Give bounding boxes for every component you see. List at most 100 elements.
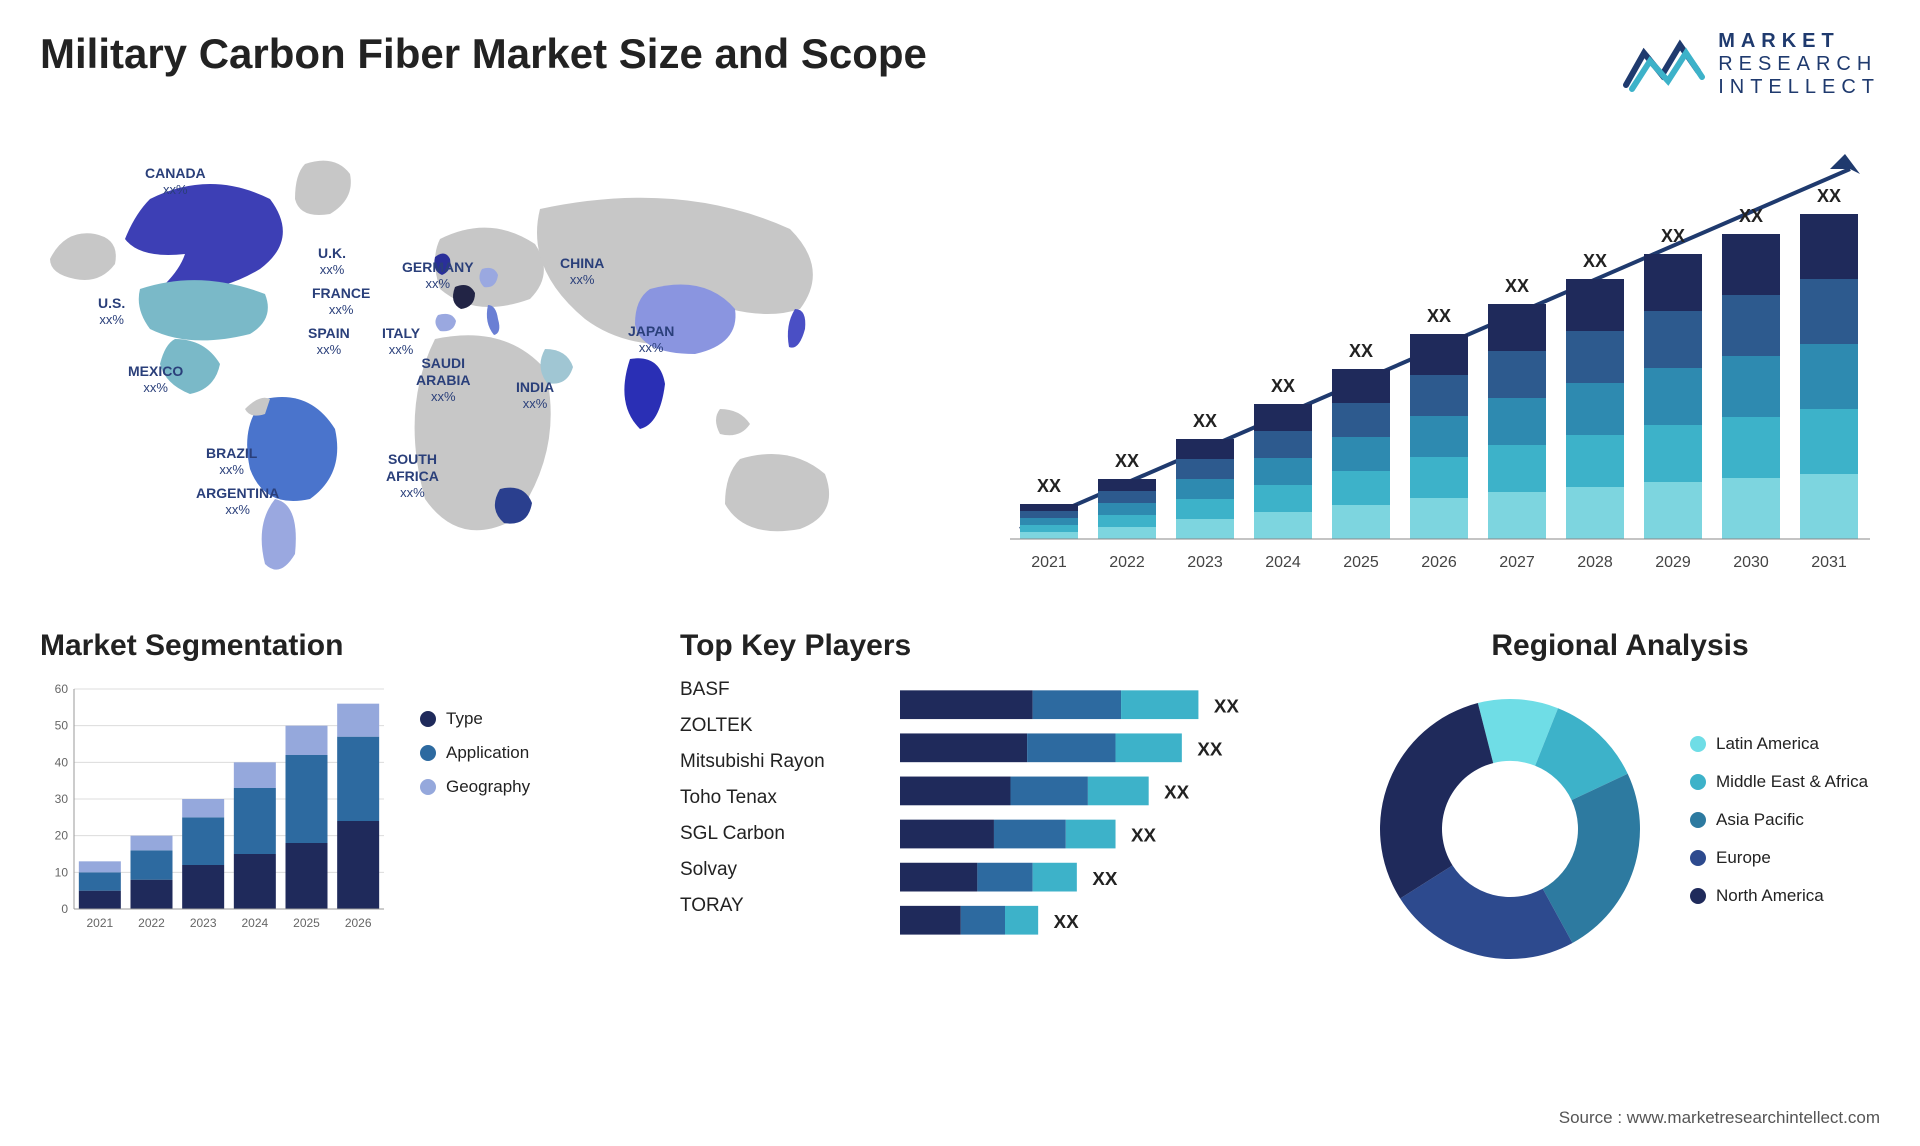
upper-row: CANADAxx% U.S.xx% MEXICOxx% BRAZILxx% ARGENT…: [40, 129, 1880, 589]
map-label: GERMANYxx%: [402, 259, 474, 291]
legend-swatch: [1690, 774, 1706, 790]
svg-text:2024: 2024: [241, 916, 268, 930]
svg-text:2024: 2024: [1265, 554, 1301, 571]
legend-label: Asia Pacific: [1716, 810, 1804, 830]
players-svg: XX XX XX XX XX XX: [900, 679, 1320, 971]
logo: MARKET RESEARCH INTELLECT: [1622, 30, 1880, 99]
svg-text:2031: 2031: [1811, 554, 1847, 571]
map-label: CANADAxx%: [145, 165, 206, 197]
legend-item: Asia Pacific: [1690, 810, 1868, 830]
map-label: CHINAxx%: [560, 255, 604, 287]
map-label: U.S.xx%: [98, 295, 125, 327]
svg-text:XX: XX: [1505, 276, 1529, 296]
logo-icon: [1622, 35, 1706, 95]
players-list: BASFZOLTEKMitsubishi RayonToho TenaxSGL …: [680, 679, 880, 971]
player-name: Solvay: [680, 859, 880, 881]
legend-swatch: [1690, 736, 1706, 752]
map-svg: [40, 129, 960, 589]
svg-text:2025: 2025: [1343, 554, 1379, 571]
regional-legend: Latin America Middle East & Africa Asia Pa…: [1690, 734, 1868, 924]
segmentation-legend: Type Application Geography: [420, 679, 640, 939]
segmentation-chart: 0102030405060202120222023202420252026: [40, 679, 400, 939]
svg-text:2027: 2027: [1499, 554, 1535, 571]
map-label: ITALYxx%: [382, 325, 420, 357]
logo-line-1: MARKET: [1718, 30, 1880, 53]
segmentation-panel: Market Segmentation 01020304050602021202…: [40, 629, 640, 979]
map-label: ARGENTINAxx%: [196, 485, 279, 517]
lower-row: Market Segmentation 01020304050602021202…: [40, 629, 1880, 979]
svg-text:2025: 2025: [293, 916, 320, 930]
svg-text:XX: XX: [1739, 206, 1763, 226]
legend-item: Europe: [1690, 848, 1868, 868]
page-title: Military Carbon Fiber Market Size and Sc…: [40, 30, 927, 78]
player-name: Toho Tenax: [680, 787, 880, 809]
svg-text:XX: XX: [1271, 376, 1295, 396]
legend-swatch: [1690, 850, 1706, 866]
source-text: Source : www.marketresearchintellect.com: [1559, 1108, 1880, 1128]
svg-text:XX: XX: [1661, 226, 1685, 246]
svg-text:60: 60: [55, 682, 69, 696]
player-name: TORAY: [680, 895, 880, 917]
main-bars-svg: XX2021XX2022XX2023XX2024XX2025XX2026XX20…: [1000, 129, 1880, 589]
map-label: FRANCExx%: [312, 285, 370, 317]
legend-swatch: [1690, 812, 1706, 828]
player-name: BASF: [680, 679, 880, 701]
legend-label: Europe: [1716, 848, 1771, 868]
svg-text:XX: XX: [1214, 695, 1240, 716]
svg-text:XX: XX: [1092, 868, 1118, 889]
svg-text:XX: XX: [1164, 782, 1190, 803]
svg-text:40: 40: [55, 755, 69, 769]
svg-text:2023: 2023: [1187, 554, 1223, 571]
header: Military Carbon Fiber Market Size and Sc…: [40, 30, 1880, 99]
legend-label: North America: [1716, 886, 1824, 906]
legend-label: Middle East & Africa: [1716, 772, 1868, 792]
player-name: SGL Carbon: [680, 823, 880, 845]
svg-text:XX: XX: [1131, 825, 1157, 846]
svg-text:2022: 2022: [138, 916, 165, 930]
regional-title: Regional Analysis: [1360, 629, 1880, 663]
logo-line-3: INTELLECT: [1718, 76, 1880, 99]
map-label: BRAZILxx%: [206, 445, 257, 477]
logo-text: MARKET RESEARCH INTELLECT: [1718, 30, 1880, 99]
regional-panel: Regional Analysis Latin America Middle Ea…: [1360, 629, 1880, 979]
svg-text:10: 10: [55, 865, 69, 879]
legend-item: Type: [420, 709, 640, 729]
svg-text:2023: 2023: [190, 916, 217, 930]
segmentation-title: Market Segmentation: [40, 629, 640, 663]
regional-donut: [1360, 679, 1660, 979]
svg-text:XX: XX: [1349, 341, 1373, 361]
svg-text:XX: XX: [1193, 411, 1217, 431]
svg-text:XX: XX: [1817, 186, 1841, 206]
player-name: Mitsubishi Rayon: [680, 751, 880, 773]
world-map: CANADAxx% U.S.xx% MEXICOxx% BRAZILxx% ARGENT…: [40, 129, 960, 589]
svg-text:30: 30: [55, 792, 69, 806]
map-label: U.K.xx%: [318, 245, 346, 277]
map-label: SAUDIARABIAxx%: [416, 355, 470, 404]
svg-text:XX: XX: [1427, 306, 1451, 326]
legend-label: Geography: [446, 777, 530, 797]
donut-svg: [1360, 679, 1660, 979]
legend-item: Geography: [420, 777, 640, 797]
map-label: JAPANxx%: [628, 323, 674, 355]
segmentation-svg: 0102030405060202120222023202420252026: [40, 679, 400, 939]
legend-label: Latin America: [1716, 734, 1819, 754]
svg-text:XX: XX: [1115, 451, 1139, 471]
map-label: MEXICOxx%: [128, 363, 183, 395]
svg-text:XX: XX: [1197, 739, 1223, 760]
svg-text:2026: 2026: [345, 916, 372, 930]
svg-text:2029: 2029: [1655, 554, 1691, 571]
svg-text:2028: 2028: [1577, 554, 1613, 571]
players-panel: Top Key Players BASFZOLTEKMitsubishi Ray…: [680, 629, 1320, 979]
svg-text:0: 0: [61, 902, 68, 916]
players-chart: XX XX XX XX XX XX: [900, 679, 1320, 971]
legend-label: Type: [446, 709, 483, 729]
players-title: Top Key Players: [680, 629, 1320, 663]
legend-item: Middle East & Africa: [1690, 772, 1868, 792]
map-label: INDIAxx%: [516, 379, 554, 411]
map-label: SPAINxx%: [308, 325, 350, 357]
svg-text:2022: 2022: [1109, 554, 1145, 571]
svg-text:XX: XX: [1054, 911, 1080, 932]
svg-text:20: 20: [55, 829, 69, 843]
svg-text:XX: XX: [1037, 476, 1061, 496]
legend-label: Application: [446, 743, 529, 763]
